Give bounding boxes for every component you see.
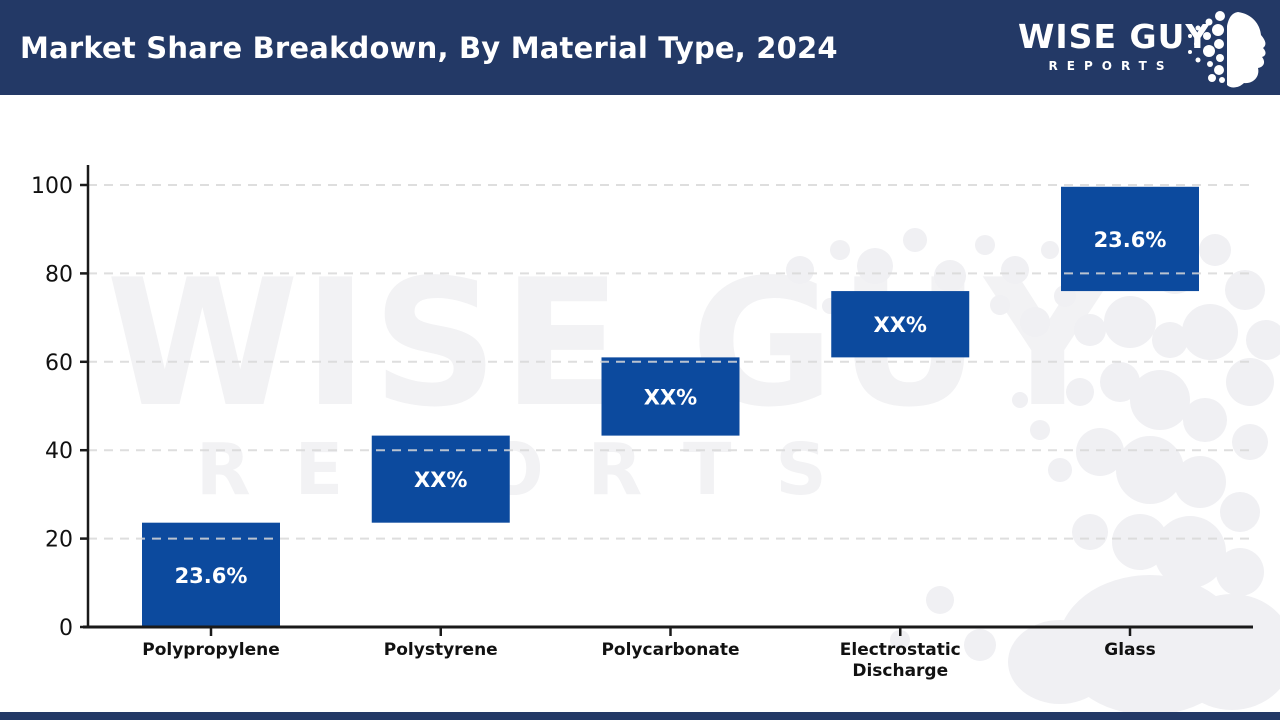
bars: 23.6% XX% XX% XX% 23.6% — [142, 186, 1199, 627]
brand-wordmark-sub: REPORTS — [1048, 59, 1174, 73]
bar-value-label: XX% — [874, 313, 927, 337]
y-tick-label-100: 100 — [31, 174, 73, 199]
brand-wordmark: WISE GUY — [1018, 17, 1211, 56]
axes: 0 20 40 60 80 100 Polypropylene Polystyrene Poly… — [31, 165, 1253, 681]
y-tick-label-40: 40 — [45, 439, 73, 464]
brand-logo-text: WISE GUY REPORTS — [1018, 17, 1211, 73]
bar-electrostatic-discharge — [831, 291, 970, 358]
y-tick-label-60: 60 — [45, 351, 73, 376]
bar-polypropylene — [142, 522, 280, 627]
gridlines — [88, 184, 1253, 540]
chart-title: Market Share Breakdown, By Material Type… — [20, 30, 838, 65]
y-tick-label-20: 20 — [45, 528, 73, 553]
bar-value-label: XX% — [644, 385, 697, 409]
bar-polycarbonate — [601, 357, 740, 436]
y-tick-label-0: 0 — [59, 616, 73, 641]
x-category-label: Polystyrene — [384, 640, 498, 660]
x-category-label: Polypropylene — [142, 640, 280, 660]
x-category-label: Glass — [1104, 640, 1156, 660]
header-banner: Market Share Breakdown, By Material Type… — [0, 0, 1280, 95]
footer-bar — [0, 712, 1280, 720]
x-category-label: Polycarbonate — [601, 640, 739, 660]
brand-logo: WISE GUY REPORTS — [1018, 6, 1268, 90]
brand-face-icon — [1188, 11, 1266, 88]
bar-value-label: 23.6% — [175, 564, 248, 588]
bar-value-label: 23.6% — [1094, 228, 1167, 252]
x-category-label: Electrostatic Discharge — [840, 640, 961, 681]
y-tick-label-80: 80 — [45, 262, 73, 287]
bar-value-label: XX% — [414, 468, 467, 492]
